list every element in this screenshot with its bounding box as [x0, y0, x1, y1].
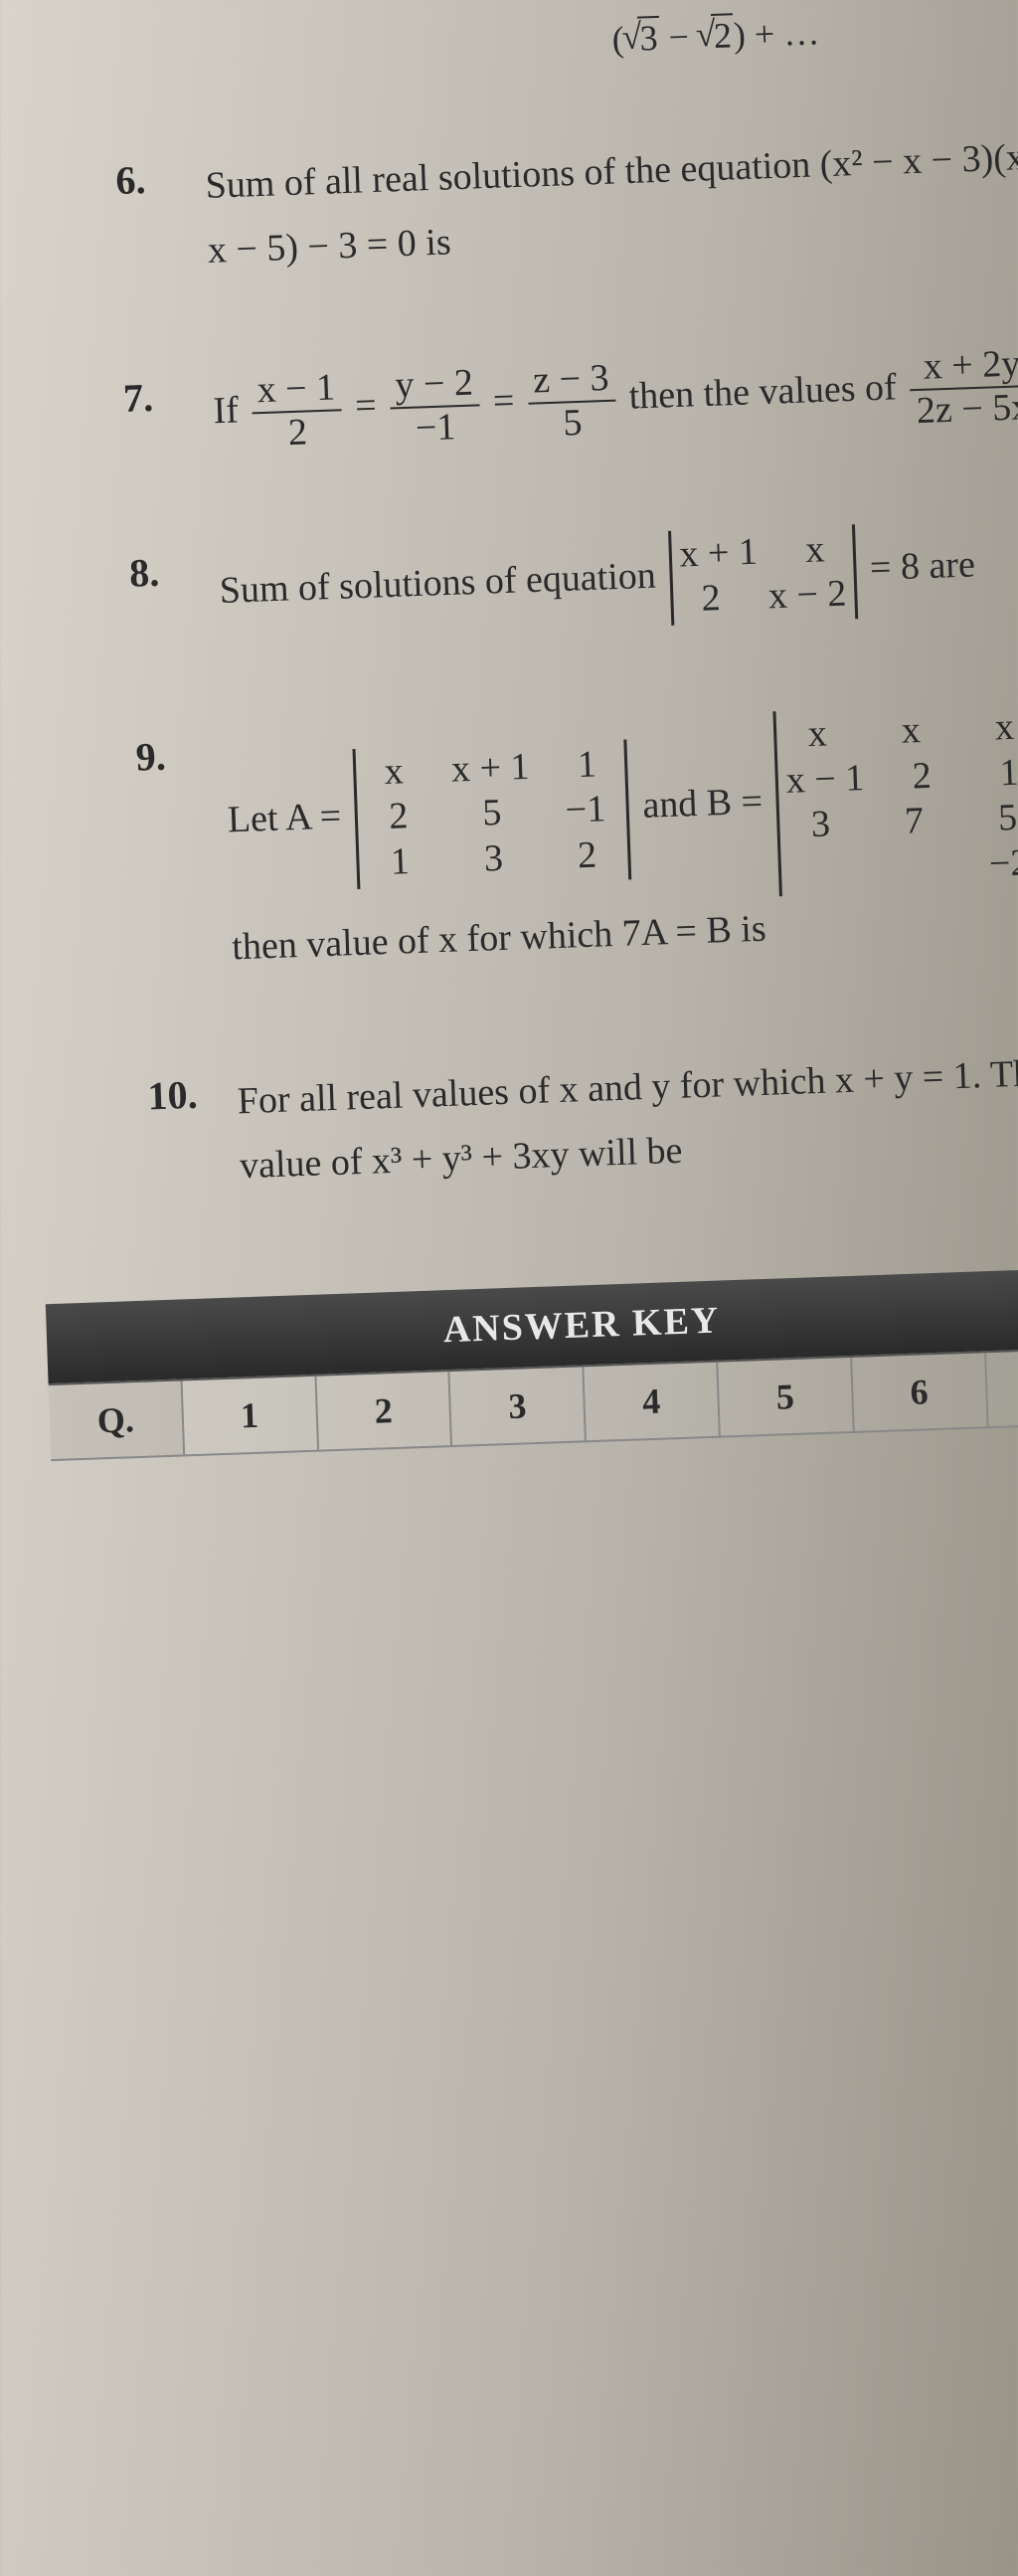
q7-frac3: z − 35 — [527, 358, 617, 447]
q8-body: Sum of solutions of equation x + 1x 2x −… — [218, 516, 1018, 642]
q9-det-b: xxx x − 121 375 −2 — [772, 702, 1018, 897]
frag-sqrt-b: 2 — [711, 13, 734, 56]
q7-mid: then the values of — [628, 366, 907, 418]
q7-frac2: y − 2−1 — [389, 363, 481, 452]
answer-head-1: 1 — [182, 1377, 318, 1457]
answer-head-5: 5 — [718, 1358, 854, 1438]
q9-post: then value of x for which 7A = B is — [232, 908, 767, 969]
series-fragment: (3 − 2) + … — [359, 2, 1018, 69]
frag-sqrt-a: 3 — [637, 16, 660, 59]
frag-close: ) + … — [733, 12, 820, 55]
answer-head-3: 3 — [450, 1367, 587, 1447]
question-9: 9. Let A = xx + 11 25−1 132 and B = xxx … — [135, 700, 1018, 984]
answer-head-6: 6 — [852, 1353, 988, 1433]
q10-number: 10. — [147, 1069, 239, 1119]
q9-number: 9. — [135, 731, 227, 781]
q8-number: 8. — [128, 546, 220, 596]
q7-body: If x − 12 = y − 2−1 = z − 35 then the va… — [212, 341, 1018, 457]
q7-number: 7. — [122, 372, 214, 422]
answer-head-4: 4 — [585, 1363, 721, 1443]
answer-head-2: 2 — [316, 1372, 452, 1452]
q9-body: Let A = xx + 11 25−1 132 and B = xxx x −… — [225, 700, 1018, 980]
q7-eq2: = — [492, 380, 524, 423]
q10-body: For all real values of x and y for which… — [237, 1039, 1018, 1198]
q6-number: 6. — [115, 154, 207, 204]
q8-determinant: x + 1x 2x − 2 — [668, 524, 859, 626]
q9-mid: and B = — [642, 780, 773, 827]
question-10: 10. For all real values of x and y for w… — [147, 1039, 1018, 1201]
question-7: 7. If x − 12 = y − 2−1 = z − 35 then the… — [122, 341, 1018, 460]
q6-body: Sum of all real solutions of the equatio… — [205, 123, 1018, 282]
answer-head-q: Q. — [49, 1381, 185, 1462]
question-6: 6. Sum of all real solutions of the equa… — [115, 123, 1018, 285]
q9-det-a: xx + 11 25−1 132 — [352, 739, 631, 888]
q7-pre: If — [213, 389, 249, 432]
answer-head-7: 7 — [986, 1349, 1018, 1429]
q7-eq1: = — [354, 384, 386, 427]
q8-pre: Sum of solutions of equation — [219, 554, 666, 612]
question-8: 8. Sum of solutions of equation x + 1x 2… — [128, 516, 1018, 644]
q7-frac1: x − 12 — [251, 367, 343, 456]
q9-pre: Let A = — [227, 795, 351, 840]
q8-post: = 8 are — [869, 543, 975, 589]
answer-key-section: ANSWER KEY Q. 1 2 3 4 5 6 7 — [46, 1267, 1018, 1461]
frag-minus: − — [659, 17, 699, 58]
q7-frac4: x + 2y2z − 5x — [909, 343, 1018, 433]
